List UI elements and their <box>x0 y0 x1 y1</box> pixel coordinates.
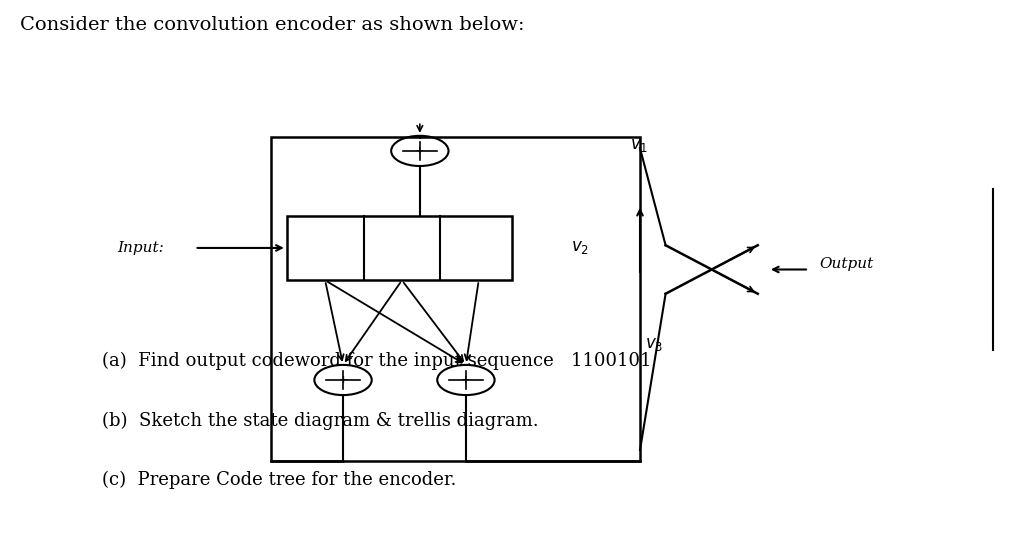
Text: (a)  Find output codeword for the input sequence   1100101: (a) Find output codeword for the input s… <box>102 352 652 370</box>
Text: $v_1$: $v_1$ <box>630 137 648 154</box>
Text: $v_2$: $v_2$ <box>570 239 589 257</box>
Text: +: + <box>415 146 425 156</box>
Text: +: + <box>338 375 348 385</box>
Text: +: + <box>461 375 471 385</box>
Bar <box>271 137 640 461</box>
Text: (b)  Sketch the state diagram & trellis diagram.: (b) Sketch the state diagram & trellis d… <box>102 411 539 430</box>
Text: $v_3$: $v_3$ <box>645 336 664 354</box>
Bar <box>287 216 512 280</box>
Text: (c)  Prepare Code tree for the encoder.: (c) Prepare Code tree for the encoder. <box>102 471 457 489</box>
Text: Input:: Input: <box>117 241 164 255</box>
Text: Output: Output <box>819 257 873 271</box>
Text: Consider the convolution encoder as shown below:: Consider the convolution encoder as show… <box>20 16 525 34</box>
